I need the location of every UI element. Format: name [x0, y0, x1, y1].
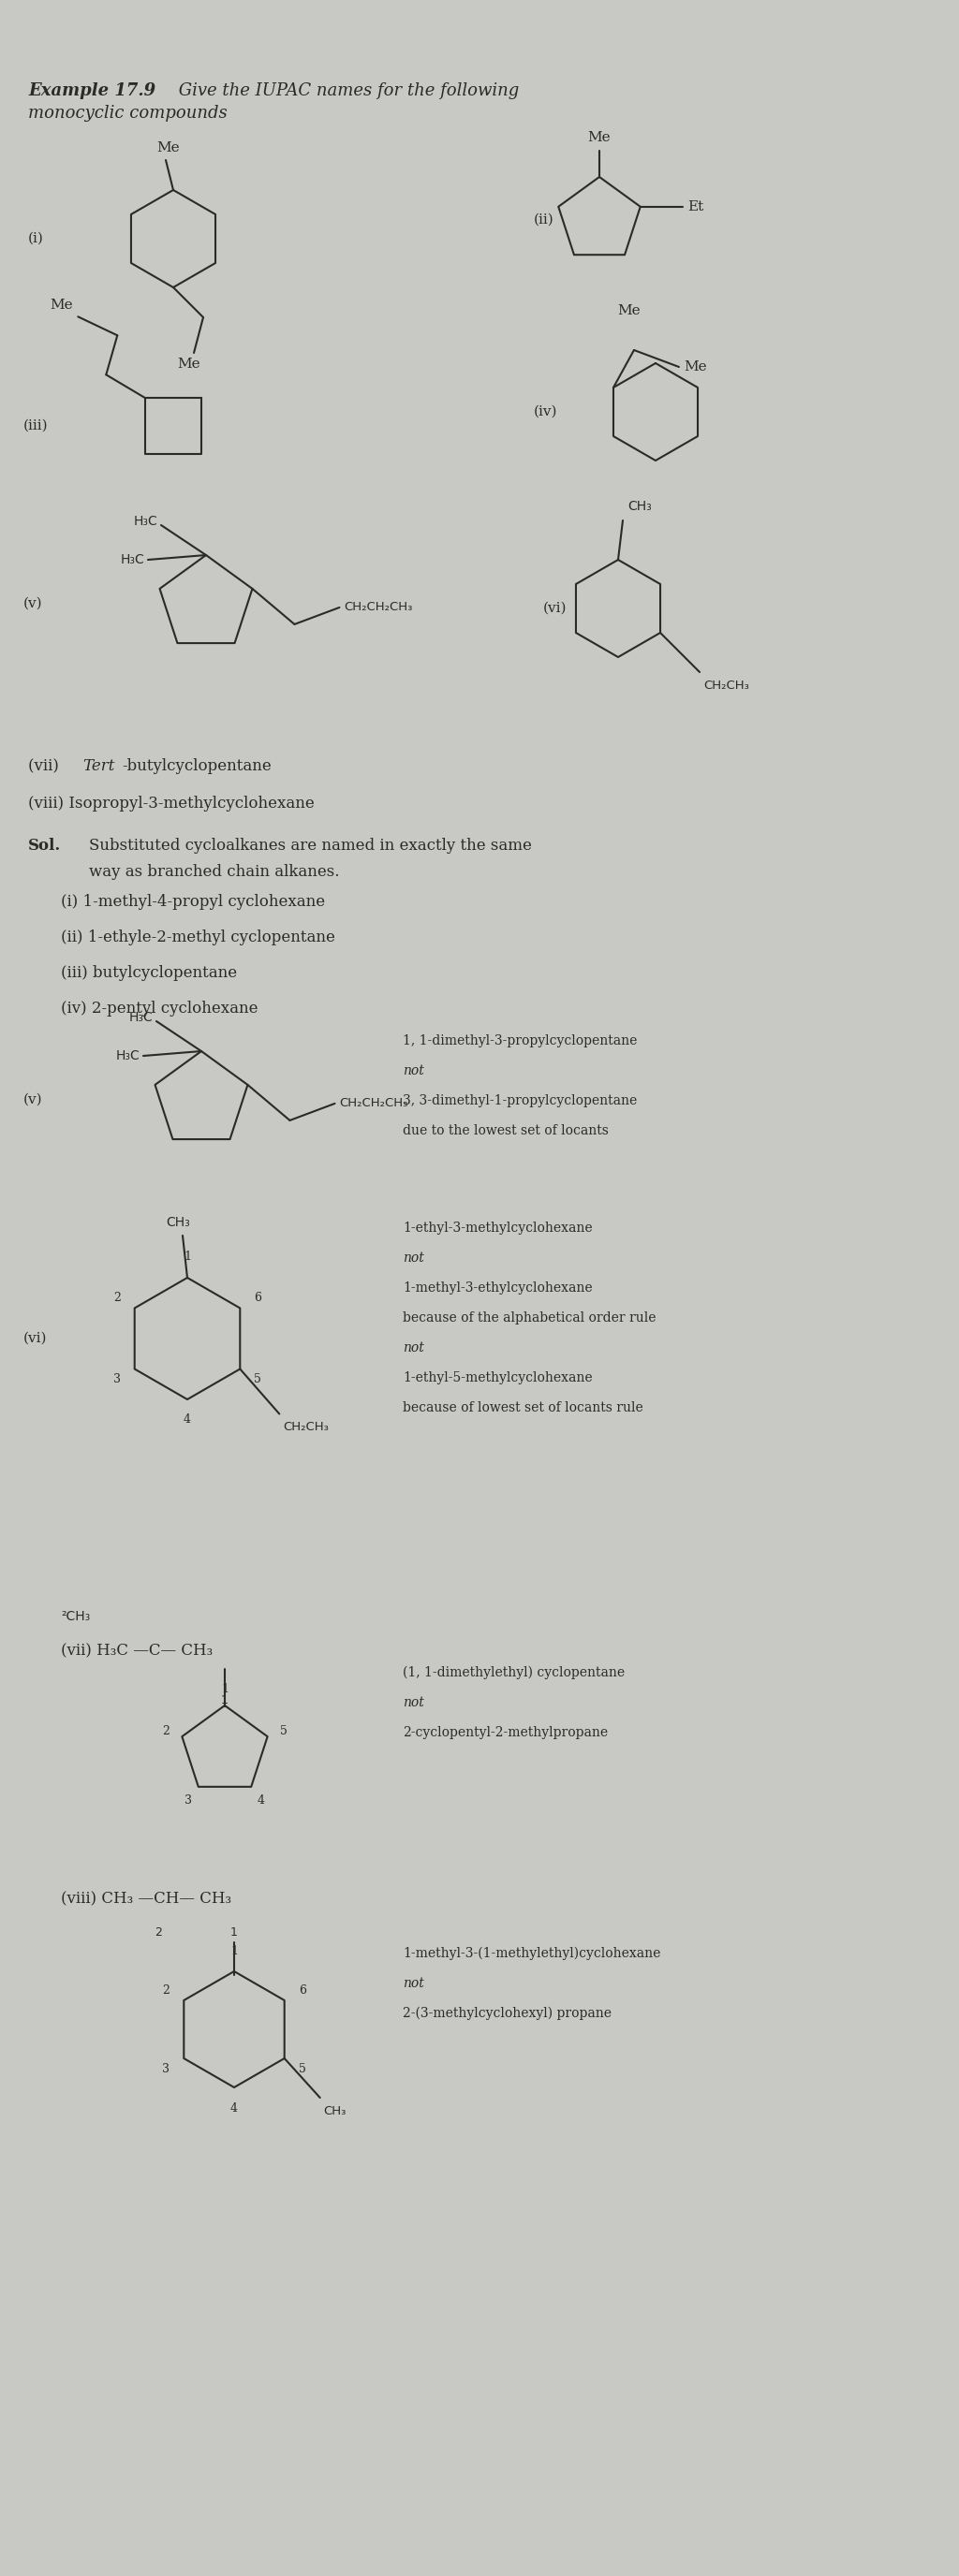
Text: 2: 2 [113, 1291, 121, 1303]
Text: 1: 1 [222, 1695, 228, 1705]
Text: (ii): (ii) [534, 214, 554, 227]
Text: ²CH₃: ²CH₃ [60, 1610, 90, 1623]
Text: CH₂CH₂CH₃: CH₂CH₂CH₃ [339, 1097, 409, 1110]
Text: (viii) CH₃ —CH— CH₃: (viii) CH₃ —CH— CH₃ [60, 1891, 231, 1906]
Text: Et: Et [688, 201, 703, 214]
Text: 4: 4 [257, 1795, 265, 1806]
Text: 1: 1 [230, 1927, 238, 1940]
Text: (ii) 1-ethyle-2-methyl cyclopentane: (ii) 1-ethyle-2-methyl cyclopentane [60, 930, 335, 945]
Text: CH₃: CH₃ [166, 1216, 190, 1229]
Text: Give the IUPAC names for the following: Give the IUPAC names for the following [174, 82, 519, 100]
Text: not: not [403, 1695, 424, 1710]
Text: (iv): (iv) [534, 404, 558, 417]
Text: H₃C: H₃C [133, 515, 157, 528]
Text: 2: 2 [162, 1726, 170, 1736]
Text: not: not [403, 1342, 424, 1355]
Text: (vii) H₃C —C— CH₃: (vii) H₃C —C— CH₃ [60, 1643, 213, 1659]
Text: CH₂CH₃: CH₂CH₃ [283, 1419, 329, 1432]
Text: (vi): (vi) [543, 603, 567, 616]
Text: CH₂CH₂CH₃: CH₂CH₂CH₃ [344, 600, 412, 613]
Text: 1-methyl-3-(1-methylethyl)cyclohexane: 1-methyl-3-(1-methylethyl)cyclohexane [403, 1947, 661, 1960]
Text: (vii): (vii) [28, 757, 64, 775]
Text: CH₃: CH₃ [627, 500, 651, 513]
Text: (iii): (iii) [23, 420, 48, 433]
Text: -butylcyclopentane: -butylcyclopentane [122, 757, 271, 775]
Text: (i): (i) [28, 232, 44, 245]
Text: 3: 3 [162, 2063, 170, 2074]
Text: 2-cyclopentyl-2-methylpropane: 2-cyclopentyl-2-methylpropane [403, 1726, 608, 1739]
Text: (iv) 2-pentyl cyclohexane: (iv) 2-pentyl cyclohexane [60, 999, 258, 1018]
Text: Me: Me [618, 304, 641, 317]
Text: CH₂CH₃: CH₂CH₃ [703, 680, 749, 693]
Text: 1: 1 [183, 1252, 191, 1262]
Text: 5: 5 [254, 1373, 262, 1386]
Text: H₃C: H₃C [115, 1048, 140, 1061]
Text: 1-methyl-3-ethylcyclohexane: 1-methyl-3-ethylcyclohexane [403, 1280, 593, 1296]
Text: 1: 1 [221, 1682, 228, 1695]
Text: (i) 1-methyl-4-propyl cyclohexane: (i) 1-methyl-4-propyl cyclohexane [60, 894, 325, 909]
Text: not: not [403, 1252, 424, 1265]
Text: 2: 2 [162, 1984, 170, 1996]
Text: H₃C: H₃C [120, 554, 144, 567]
Text: (iii) butylcyclopentane: (iii) butylcyclopentane [60, 966, 237, 981]
Text: CH₃: CH₃ [324, 2105, 346, 2117]
Text: (viii) Isopropyl-3-methylcyclohexane: (viii) Isopropyl-3-methylcyclohexane [28, 796, 315, 811]
Text: Me: Me [177, 358, 200, 371]
Text: not: not [403, 1976, 424, 1991]
Text: way as branched chain alkanes.: way as branched chain alkanes. [89, 863, 339, 881]
Text: (v): (v) [23, 598, 43, 611]
Text: because of the alphabetical order rule: because of the alphabetical order rule [403, 1311, 656, 1324]
Text: 1, 1-dimethyl-3-propylcyclopentane: 1, 1-dimethyl-3-propylcyclopentane [403, 1036, 637, 1048]
Text: 3: 3 [185, 1795, 192, 1806]
Text: H₃C: H₃C [129, 1010, 152, 1025]
Text: Tert: Tert [82, 757, 115, 775]
Text: 6: 6 [298, 1984, 306, 1996]
Text: (vi): (vi) [23, 1332, 47, 1345]
Text: monocyclic compounds: monocyclic compounds [28, 106, 227, 121]
Text: 1: 1 [230, 1945, 238, 1958]
Text: 5: 5 [298, 2063, 306, 2074]
Text: (1, 1-dimethylethyl) cyclopentane: (1, 1-dimethylethyl) cyclopentane [403, 1667, 624, 1680]
Text: 3: 3 [113, 1373, 121, 1386]
Text: 3, 3-dimethyl-1-propylcyclopentane: 3, 3-dimethyl-1-propylcyclopentane [403, 1095, 637, 1108]
Text: Sol.: Sol. [28, 837, 61, 853]
Text: 5: 5 [280, 1726, 288, 1736]
Text: 2-(3-methylcyclohexyl) propane: 2-(3-methylcyclohexyl) propane [403, 2007, 612, 2020]
Text: 1-ethyl-3-methylcyclohexane: 1-ethyl-3-methylcyclohexane [403, 1221, 593, 1234]
Text: Me: Me [157, 142, 180, 155]
Text: (v): (v) [23, 1092, 43, 1108]
Text: Me: Me [684, 361, 707, 374]
Text: 2: 2 [154, 1927, 162, 1940]
Text: 4: 4 [230, 2102, 238, 2115]
Text: 4: 4 [183, 1414, 191, 1427]
Text: due to the lowest set of locants: due to the lowest set of locants [403, 1123, 609, 1136]
Text: Me: Me [50, 299, 73, 312]
Text: because of lowest set of locants rule: because of lowest set of locants rule [403, 1401, 643, 1414]
Text: 6: 6 [254, 1291, 262, 1303]
Text: Me: Me [588, 131, 611, 144]
Text: Example 17.9: Example 17.9 [28, 82, 155, 100]
Text: not: not [403, 1064, 424, 1077]
Text: Substituted cycloalkanes are named in exactly the same: Substituted cycloalkanes are named in ex… [89, 837, 532, 853]
Text: 1-ethyl-5-methylcyclohexane: 1-ethyl-5-methylcyclohexane [403, 1370, 593, 1383]
